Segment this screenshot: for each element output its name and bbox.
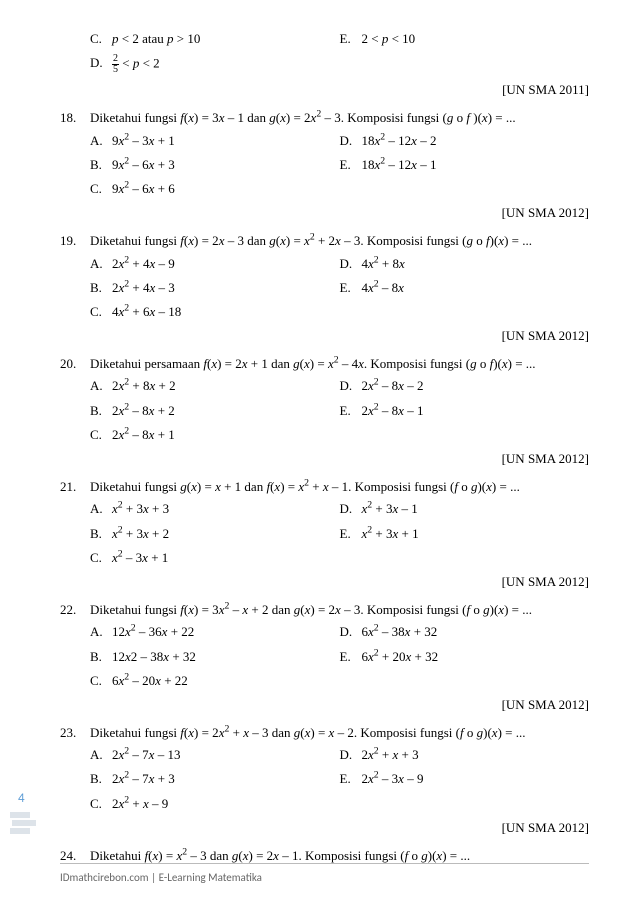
opt-text: 4x2 + 6x – 18: [112, 303, 340, 321]
question-number: 19.: [60, 232, 90, 250]
opt-letter: E.: [340, 648, 362, 666]
opt-letter: E.: [340, 770, 362, 788]
source-tag: [UN SMA 2012]: [60, 450, 589, 468]
opt-letter: C.: [90, 795, 112, 813]
question-text: Diketahui persamaan f(x) = 2x + 1 dan g(…: [90, 355, 589, 373]
question-text: Diketahui fungsi f(x) = 2x – 3 dan g(x) …: [90, 232, 589, 250]
opt-letter: C.: [90, 672, 112, 690]
source-tag: [UN SMA 2012]: [60, 573, 589, 591]
opt-text: x2 + 3x + 1: [362, 525, 590, 543]
opt-text: 2x2 + 4x – 9: [112, 255, 340, 273]
opt-letter: A.: [90, 500, 112, 518]
question-text: Diketahui fungsi f(x) = 3x – 1 dan g(x) …: [90, 109, 589, 127]
question: 18.Diketahui fungsi f(x) = 3x – 1 dan g(…: [60, 109, 589, 222]
opt-letter: E.: [340, 30, 362, 48]
opt-text: 6x2 – 38x + 32: [362, 623, 590, 641]
opt-text: 2 < p < 10: [362, 30, 590, 48]
opt-letter: D.: [340, 746, 362, 764]
opt-text: x2 + 3x + 3: [112, 500, 340, 518]
opt-letter: A.: [90, 132, 112, 150]
opt-text: 2x2 – 7x – 13: [112, 746, 340, 764]
question: 20.Diketahui persamaan f(x) = 2x + 1 dan…: [60, 355, 589, 468]
opt-letter: A.: [90, 623, 112, 641]
partial-question: C.p < 2 atau p > 10 E.2 < p < 10 D.25 < …: [60, 30, 589, 99]
question-number: 23.: [60, 724, 90, 742]
question-number: 18.: [60, 109, 90, 127]
opt-letter: E.: [340, 402, 362, 420]
question-number: 22.: [60, 601, 90, 619]
opt-text: 2x2 – 7x + 3: [112, 770, 340, 788]
question: 21.Diketahui fungsi g(x) = x + 1 dan f(x…: [60, 478, 589, 591]
opt-letter: B.: [90, 279, 112, 297]
opt-text: 2x2 – 8x + 2: [112, 402, 340, 420]
question-text: Diketahui fungsi g(x) = x + 1 dan f(x) =…: [90, 478, 589, 496]
source-tag: [UN SMA 2012]: [60, 327, 589, 345]
opt-letter: C.: [90, 549, 112, 567]
opt-text: 2x2 + x + 3: [362, 746, 590, 764]
opt-letter: D.: [340, 500, 362, 518]
opt-text: x2 – 3x + 1: [112, 549, 340, 567]
opt-letter: E.: [340, 279, 362, 297]
opt-letter: B.: [90, 648, 112, 666]
opt-letter: D.: [340, 132, 362, 150]
opt-text: 12x2 – 38x + 32: [112, 648, 340, 666]
opt-text: 9x2 – 3x + 1: [112, 132, 340, 150]
opt-text: 2x2 – 8x + 1: [112, 426, 340, 444]
source-tag: [UN SMA 2011]: [60, 81, 589, 99]
opt-letter: D.: [340, 255, 362, 273]
source-tag: [UN SMA 2012]: [60, 696, 589, 714]
opt-letter: C.: [90, 180, 112, 198]
opt-letter: B.: [90, 402, 112, 420]
opt-text: 25 < p < 2: [112, 54, 340, 75]
opt-text: 18x2 – 12x – 1: [362, 156, 590, 174]
opt-text: 2x2 + x – 9: [112, 795, 340, 813]
opt-letter: B.: [90, 770, 112, 788]
question: 23.Diketahui fungsi f(x) = 2x2 + x – 3 d…: [60, 724, 589, 837]
opt-text: p < 2 atau p > 10: [112, 30, 340, 48]
opt-letter: B.: [90, 156, 112, 174]
opt-text: 18x2 – 12x – 2: [362, 132, 590, 150]
opt-text: 2x2 – 8x – 2: [362, 377, 590, 395]
opt-text: 2x2 – 8x – 1: [362, 402, 590, 420]
source-tag: [UN SMA 2012]: [60, 204, 589, 222]
opt-letter: D.: [340, 623, 362, 641]
question: 22.Diketahui fungsi f(x) = 3x2 – x + 2 d…: [60, 601, 589, 714]
opt-text: 9x2 – 6x + 3: [112, 156, 340, 174]
opt-text: x2 + 3x + 2: [112, 525, 340, 543]
opt-text: 9x2 – 6x + 6: [112, 180, 340, 198]
opt-letter: A.: [90, 377, 112, 395]
page-number: 4: [18, 790, 25, 808]
opt-letter: A.: [90, 255, 112, 273]
opt-letter: C.: [90, 426, 112, 444]
opt-text: 2x2 + 8x + 2: [112, 377, 340, 395]
opt-text: 6x2 – 20x + 22: [112, 672, 340, 690]
opt-text: 12x2 – 36x + 22: [112, 623, 340, 641]
opt-letter: C.: [90, 30, 112, 48]
opt-text: 2x2 – 3x – 9: [362, 770, 590, 788]
opt-text: 2x2 + 4x – 3: [112, 279, 340, 297]
opt-text: x2 + 3x – 1: [362, 500, 590, 518]
page-footer: IDmathcirebon.com | E-Learning Matematik…: [60, 863, 589, 885]
opt-text: 6x2 + 20x + 32: [362, 648, 590, 666]
opt-letter: D.: [340, 377, 362, 395]
source-tag: [UN SMA 2012]: [60, 819, 589, 837]
opt-letter: B.: [90, 525, 112, 543]
opt-letter: E.: [340, 156, 362, 174]
question-number: 21.: [60, 478, 90, 496]
side-decoration-icon: [10, 812, 36, 834]
question-number: 20.: [60, 355, 90, 373]
opt-letter: C.: [90, 303, 112, 321]
question-text: Diketahui fungsi f(x) = 2x2 + x – 3 dan …: [90, 724, 589, 742]
opt-text: 4x2 – 8x: [362, 279, 590, 297]
question: 19.Diketahui fungsi f(x) = 2x – 3 dan g(…: [60, 232, 589, 345]
question-text: Diketahui fungsi f(x) = 3x2 – x + 2 dan …: [90, 601, 589, 619]
opt-letter: A.: [90, 746, 112, 764]
opt-text: 4x2 + 8x: [362, 255, 590, 273]
opt-letter: E.: [340, 525, 362, 543]
opt-letter: D.: [90, 54, 112, 75]
